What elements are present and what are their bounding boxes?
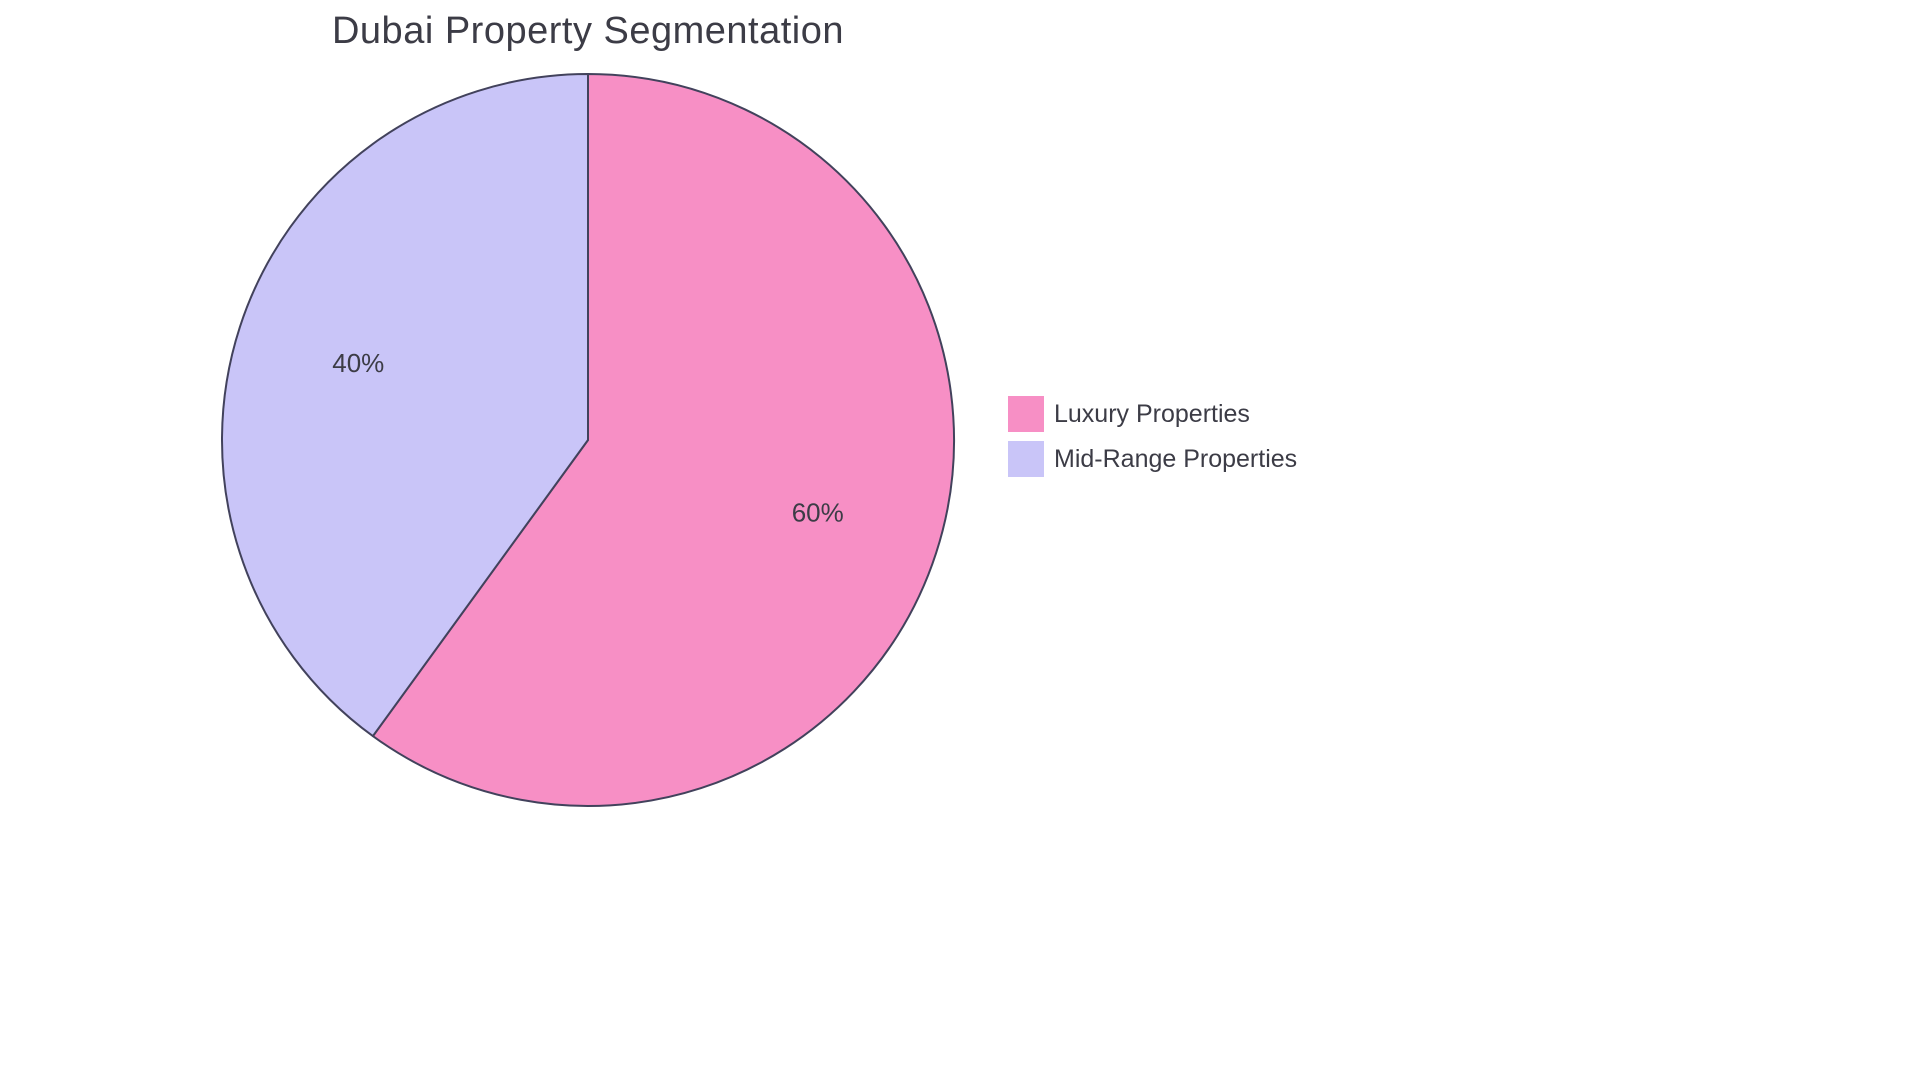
legend-swatch-mid-range-properties: [1008, 441, 1044, 477]
pie-slice-luxury-properties[interactable]: [371, 73, 955, 807]
legend-swatch-luxury-properties: [1008, 396, 1044, 432]
chart-title: Dubai Property Segmentation: [331, 10, 844, 52]
pie-slice-mid-range-properties[interactable]: [221, 73, 589, 738]
legend: Luxury Properties Mid-Range Properties: [1008, 396, 1297, 477]
legend-label-luxury-properties: Luxury Properties: [1054, 399, 1250, 428]
legend-item-luxury-properties[interactable]: Luxury Properties: [1008, 396, 1297, 432]
slice-percentage-label-luxury-properties: 60%: [792, 498, 844, 528]
slice-percentage-label-mid-range-properties: 40%: [332, 348, 384, 378]
legend-label-mid-range-properties: Mid-Range Properties: [1054, 444, 1298, 473]
legend-item-mid-range-properties[interactable]: Mid-Range Properties: [1008, 441, 1297, 477]
